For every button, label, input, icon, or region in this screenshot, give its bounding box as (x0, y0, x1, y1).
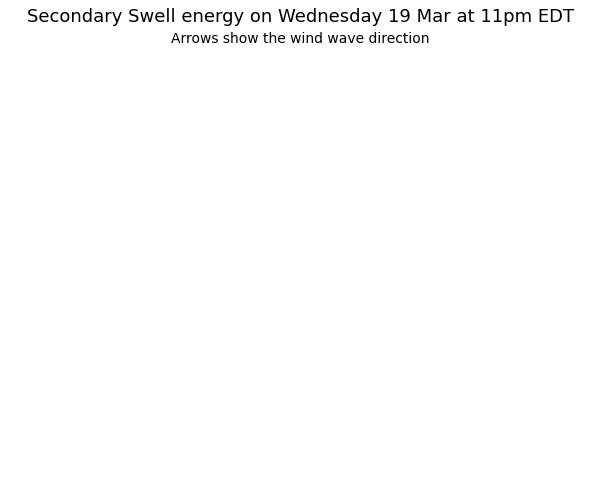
Text: Secondary Swell energy on Wednesday 19 Mar at 11pm EDT: Secondary Swell energy on Wednesday 19 M… (27, 8, 574, 26)
Text: Arrows show the wind wave direction: Arrows show the wind wave direction (171, 32, 430, 46)
